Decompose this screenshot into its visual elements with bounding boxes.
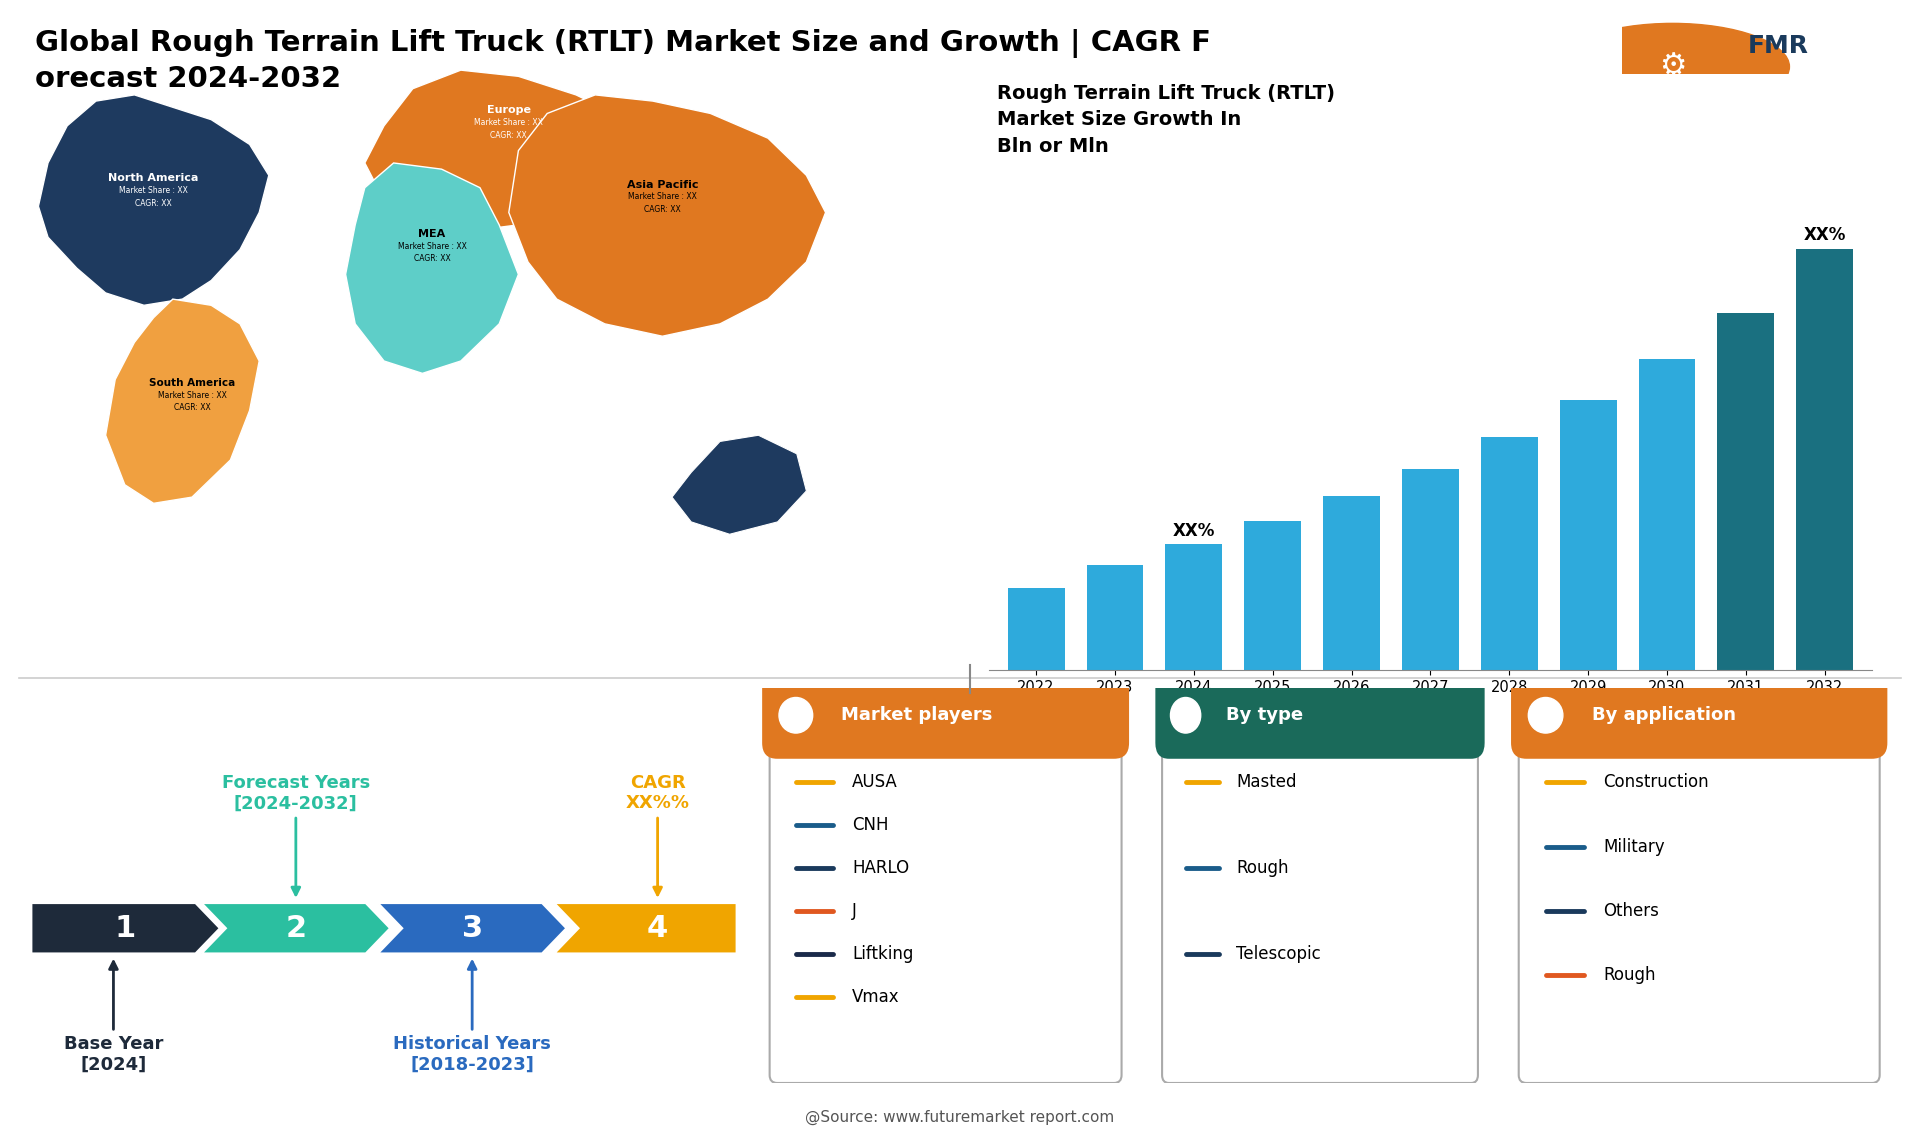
- Text: South America: South America: [150, 378, 234, 387]
- Polygon shape: [365, 70, 643, 231]
- Text: CAGR: XX: CAGR: XX: [134, 198, 173, 207]
- Text: XX%: XX%: [1803, 227, 1845, 244]
- Text: Market Share : XX: Market Share : XX: [628, 193, 697, 202]
- Bar: [1165, 544, 1223, 670]
- Bar: [1323, 496, 1380, 670]
- Text: Military: Military: [1603, 838, 1665, 856]
- FancyBboxPatch shape: [770, 743, 1121, 1083]
- Bar: [1008, 588, 1064, 670]
- Text: orecast 2024-2032: orecast 2024-2032: [35, 65, 340, 93]
- Text: Telescopic: Telescopic: [1236, 944, 1321, 963]
- Text: @Source: www.futuremarket report.com: @Source: www.futuremarket report.com: [804, 1110, 1116, 1125]
- Text: MEA: MEA: [419, 229, 445, 240]
- Text: FUTURE MARKET REPORT: FUTURE MARKET REPORT: [1747, 77, 1845, 86]
- Text: FMR: FMR: [1747, 34, 1809, 58]
- Text: CAGR: XX: CAGR: XX: [490, 131, 528, 140]
- Text: Market Share : XX: Market Share : XX: [157, 391, 227, 400]
- Text: Global Rough Terrain Lift Truck (RTLT) Market Size and Growth | CAGR F: Global Rough Terrain Lift Truck (RTLT) M…: [35, 29, 1210, 57]
- FancyBboxPatch shape: [1156, 672, 1484, 759]
- Text: Others: Others: [1603, 902, 1659, 920]
- Text: Liftking: Liftking: [852, 944, 914, 963]
- Text: Market Share : XX: Market Share : XX: [474, 118, 543, 127]
- Polygon shape: [346, 163, 518, 374]
- Text: Rough: Rough: [1236, 860, 1288, 877]
- Text: By application: By application: [1592, 706, 1736, 724]
- Text: HARLO: HARLO: [852, 860, 910, 877]
- Text: By type: By type: [1225, 706, 1304, 724]
- Bar: [1638, 359, 1695, 670]
- Bar: [1480, 437, 1538, 670]
- Text: North America: North America: [108, 173, 200, 183]
- Polygon shape: [106, 299, 259, 503]
- Polygon shape: [202, 903, 390, 953]
- Circle shape: [1555, 23, 1789, 110]
- Text: CNH: CNH: [852, 816, 889, 834]
- Bar: [1402, 469, 1459, 670]
- Text: Base Year
[2024]: Base Year [2024]: [63, 961, 163, 1074]
- Bar: [1087, 565, 1144, 670]
- FancyBboxPatch shape: [1511, 672, 1887, 759]
- Circle shape: [780, 698, 812, 733]
- Circle shape: [1171, 698, 1200, 733]
- Text: Historical Years
[2018-2023]: Historical Years [2018-2023]: [394, 961, 551, 1074]
- Text: AUSA: AUSA: [852, 774, 899, 792]
- Polygon shape: [672, 435, 806, 534]
- Bar: [1559, 400, 1617, 670]
- Text: Market Share : XX: Market Share : XX: [119, 187, 188, 195]
- Text: J: J: [852, 902, 856, 920]
- Text: 4: 4: [647, 913, 668, 943]
- Text: CAGR: XX: CAGR: XX: [643, 205, 682, 214]
- Bar: [1718, 313, 1774, 670]
- Polygon shape: [38, 95, 269, 305]
- FancyBboxPatch shape: [1162, 743, 1478, 1083]
- Bar: [1797, 249, 1853, 670]
- Text: Market Share : XX: Market Share : XX: [397, 242, 467, 251]
- Text: Rough Terrain Lift Truck (RTLT)
Market Size Growth In
Bln or Mln: Rough Terrain Lift Truck (RTLT) Market S…: [996, 84, 1334, 156]
- Polygon shape: [378, 903, 566, 953]
- Text: 2: 2: [286, 913, 307, 943]
- Polygon shape: [509, 95, 826, 336]
- Text: ⚙: ⚙: [1659, 53, 1686, 81]
- Text: Construction: Construction: [1603, 774, 1709, 792]
- Circle shape: [1528, 698, 1563, 733]
- Text: Forecast Years
[2024-2032]: Forecast Years [2024-2032]: [221, 774, 371, 895]
- FancyBboxPatch shape: [1519, 743, 1880, 1083]
- Bar: [1244, 521, 1302, 670]
- Text: Masted: Masted: [1236, 774, 1296, 792]
- Polygon shape: [31, 903, 219, 953]
- Text: Asia Pacific: Asia Pacific: [626, 180, 699, 189]
- Text: 3: 3: [461, 913, 482, 943]
- Text: Europe: Europe: [488, 105, 530, 116]
- Text: CAGR
XX%%: CAGR XX%%: [626, 774, 689, 895]
- Text: XX%: XX%: [1173, 523, 1215, 540]
- Text: Vmax: Vmax: [852, 988, 900, 1006]
- Text: 1: 1: [115, 913, 136, 943]
- Text: Market players: Market players: [841, 706, 993, 724]
- Text: CAGR: XX: CAGR: XX: [413, 254, 451, 264]
- Polygon shape: [555, 903, 737, 953]
- Text: Rough: Rough: [1603, 966, 1655, 984]
- FancyBboxPatch shape: [762, 672, 1129, 759]
- Text: CAGR: XX: CAGR: XX: [173, 403, 211, 411]
